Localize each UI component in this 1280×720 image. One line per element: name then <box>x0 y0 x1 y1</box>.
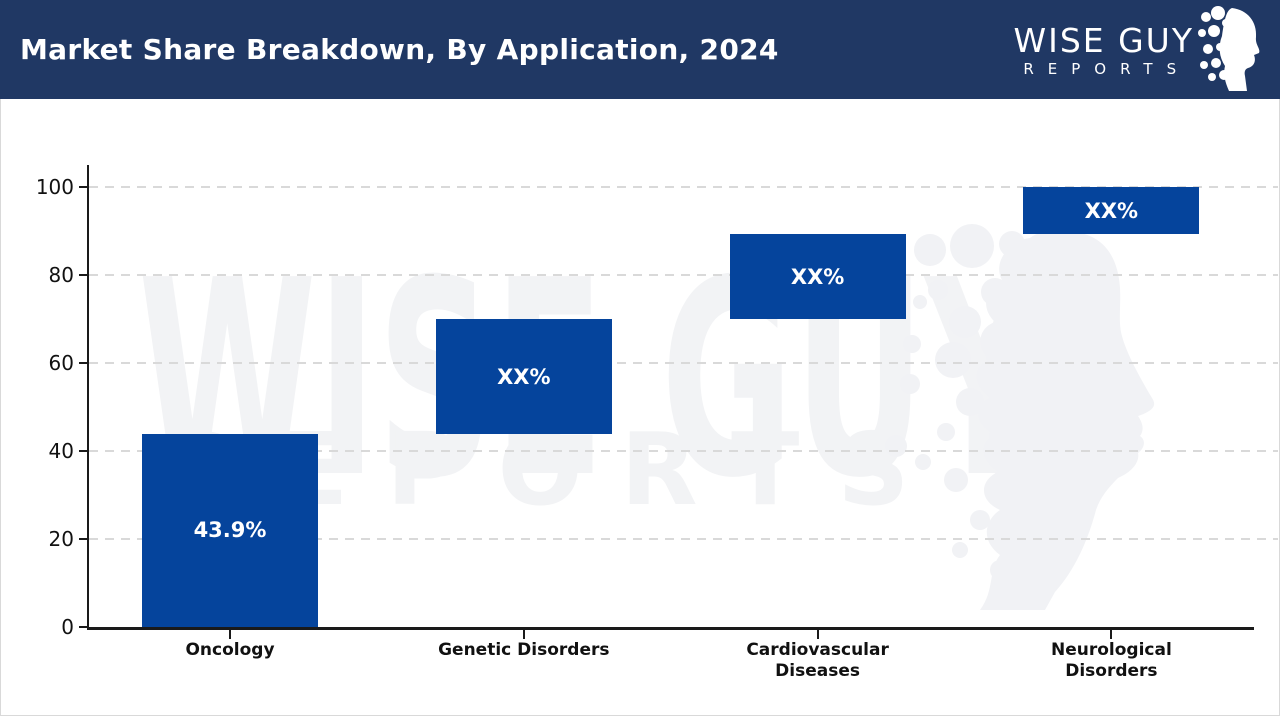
x-tick-mark <box>229 630 231 639</box>
bar-segment <box>1023 187 1200 235</box>
y-tick-label: 100 <box>35 175 74 199</box>
y-tick-mark <box>79 274 88 276</box>
y-tick-label: 80 <box>48 263 74 287</box>
gridline <box>89 538 1278 540</box>
bar-value-label: XX% <box>790 264 845 289</box>
watermark-head-icon <box>860 210 1280 614</box>
logo-brand-line2: REPORTS <box>1023 59 1191 78</box>
y-tick-label: 40 <box>48 439 74 463</box>
logo-brand-line1: WISE GUY <box>1013 20 1194 60</box>
category-label: Neurological Disorders <box>1050 640 1172 681</box>
x-tick-mark <box>816 630 819 639</box>
gridline <box>89 186 1278 188</box>
x-axis-spine <box>87 627 1254 630</box>
x-tick-mark <box>1110 630 1113 639</box>
bar-segment <box>435 319 612 434</box>
gridline <box>89 450 1278 452</box>
bar-segment <box>729 234 906 320</box>
y-tick-mark <box>79 450 88 452</box>
category-label: Oncology <box>185 640 275 660</box>
gridline <box>89 362 1278 364</box>
bar-segment <box>142 433 318 627</box>
y-tick-label: 60 <box>48 351 74 375</box>
wiseguy-logo: WISE GUY REPORTS <box>1013 5 1266 95</box>
y-tick-label: 0 <box>61 615 74 639</box>
x-tick-mark <box>522 630 525 639</box>
gridline <box>89 274 1278 276</box>
y-tick-mark <box>79 362 88 364</box>
bar-value-label: 43.9% <box>193 518 267 543</box>
header-band: Market Share Breakdown, By Application, … <box>0 0 1280 99</box>
wiseguy-head-icon <box>1196 5 1266 95</box>
bar-value-label: XX% <box>497 364 551 389</box>
y-axis-spine <box>87 165 89 628</box>
y-tick-label: 20 <box>48 527 74 551</box>
category-label: Cardiovascular Diseases <box>746 640 889 681</box>
y-tick-mark <box>79 626 88 628</box>
bar-value-label: XX% <box>1084 198 1139 223</box>
y-tick-mark <box>79 186 88 188</box>
logo-text: WISE GUY REPORTS <box>1013 20 1194 78</box>
page-title: Market Share Breakdown, By Application, … <box>20 33 779 66</box>
category-label: Genetic Disorders <box>438 640 610 660</box>
y-tick-mark <box>79 538 88 540</box>
